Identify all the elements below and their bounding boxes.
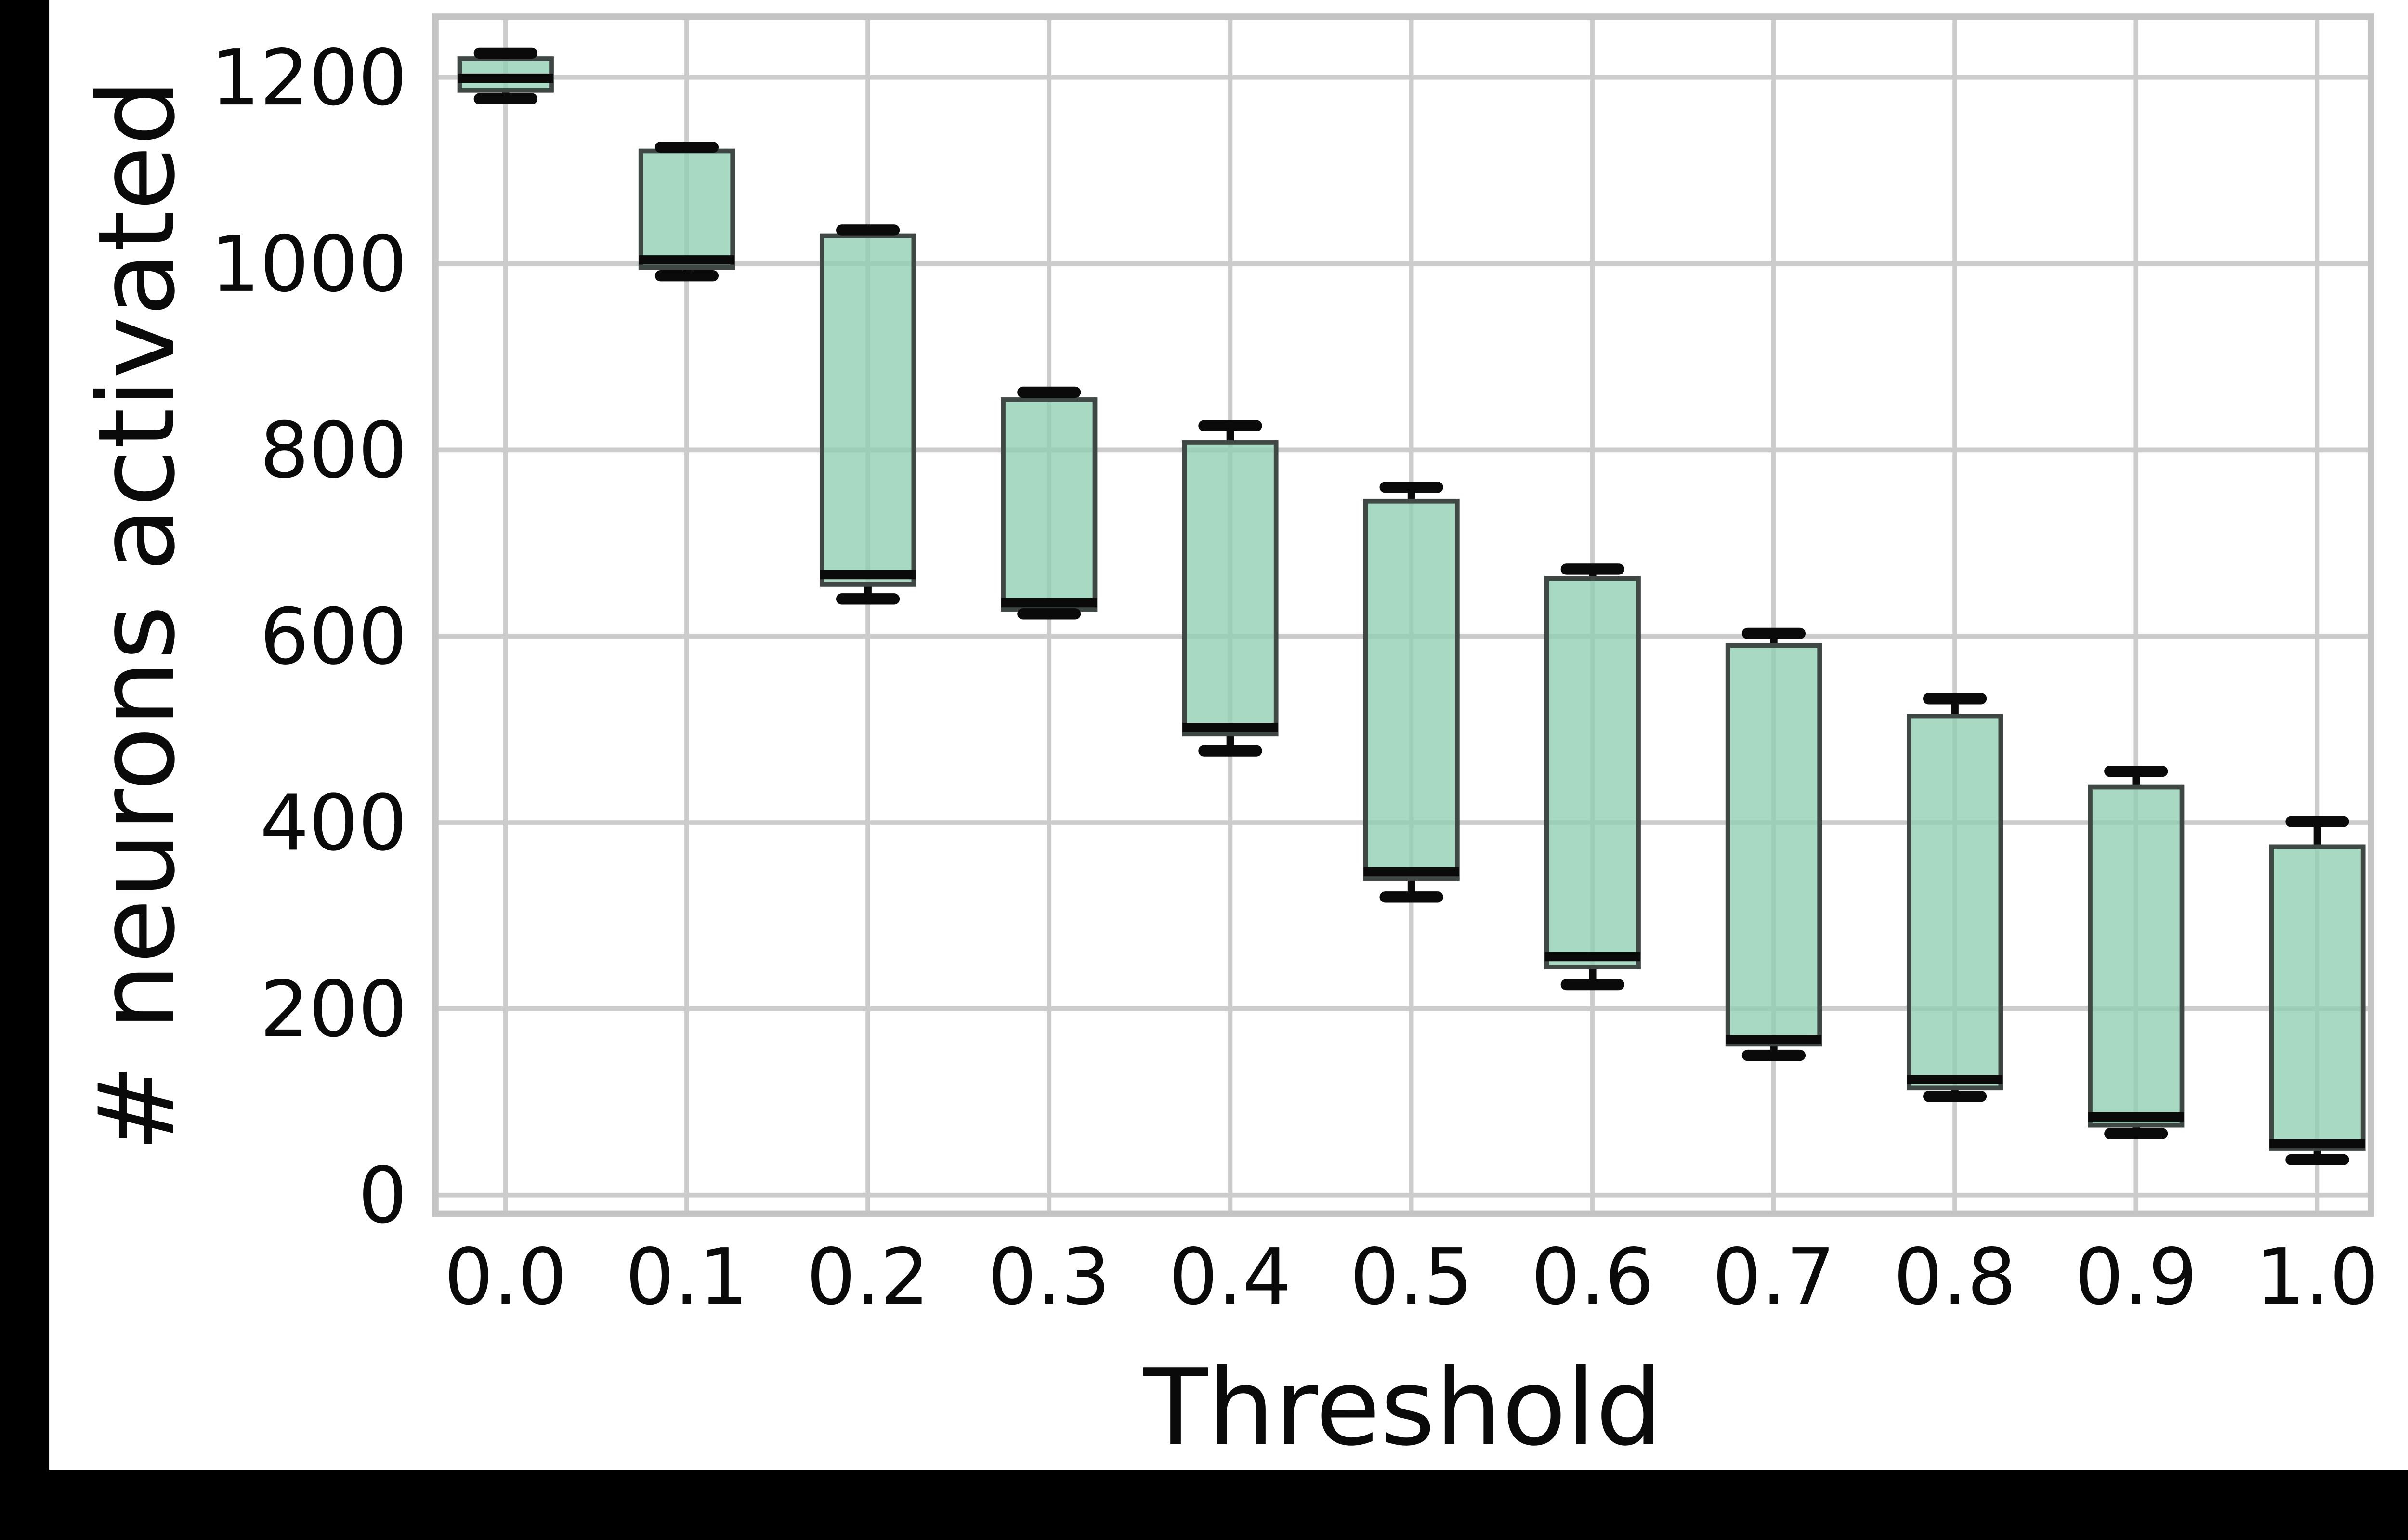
x-tick-label: 0.2 [807,1232,929,1322]
box-group-0.9 [2088,766,2185,1139]
iqr-box [1725,643,1822,1047]
box-series [457,47,2366,1165]
x-tick-labels: 0.0 0.1 0.2 0.3 0.4 0.5 0.6 0.7 0.8 0.9 1.0 [444,1232,2379,1322]
box-group-1.0 [2269,816,2366,1165]
box-group-0.8 [1906,693,2003,1102]
iqr-box [638,148,735,270]
x-tick-label: 0.1 [625,1232,748,1322]
x-tick-label: 0.8 [1894,1232,2016,1322]
box-group-0.3 [1001,386,1098,620]
x-tick-label: 0.3 [988,1232,1111,1322]
iqr-box [1544,576,1641,969]
box-group-0.0 [457,47,554,104]
plot-frame [432,13,2375,1217]
iqr-box [2088,784,2185,1128]
y-axis-title: # neurons activated [76,79,198,1152]
x-tick-label: 0.0 [444,1232,567,1322]
y-tick-label: 1000 [210,219,407,309]
box-group-0.5 [1363,482,1460,903]
x-tick-label: 0.4 [1169,1232,1292,1322]
y-tick-label: 200 [260,964,407,1054]
y-tick-label: 1200 [210,33,407,123]
box-group-0.6 [1544,563,1641,991]
x-axis-title: Threshold [1143,1346,1662,1469]
iqr-box [2269,844,2366,1151]
y-tick-label: 600 [260,592,407,682]
chart-svg: 0 200 400 600 800 1000 1200 0.0 0.1 0.2 0.3 0.4 0.5… [49,0,2408,1470]
y-tick-label: 400 [260,778,407,868]
box-group-0.2 [819,224,916,605]
x-tick-label: 0.9 [2075,1232,2198,1322]
box-group-0.7 [1725,627,1822,1061]
x-tick-label: 1.0 [2256,1232,2379,1322]
x-tick-label: 0.5 [1350,1232,1473,1322]
iqr-box [1906,714,2003,1091]
y-tick-labels: 0 200 400 600 800 1000 1200 [210,33,407,1240]
x-tick-label: 0.7 [1712,1232,1835,1322]
boxplot-figure: 0 200 400 600 800 1000 1200 0.0 0.1 0.2 0.3 0.4 0.5… [49,0,2408,1470]
iqr-box [1001,397,1098,612]
iqr-box [819,233,916,587]
iqr-box [1182,440,1279,737]
iqr-box [1363,498,1460,881]
y-tick-label: 800 [260,405,407,496]
y-tick-label: 0 [358,1150,407,1240]
x-tick-label: 0.6 [1531,1232,1654,1322]
box-group-0.1 [638,142,735,282]
box-group-0.4 [1182,420,1279,757]
